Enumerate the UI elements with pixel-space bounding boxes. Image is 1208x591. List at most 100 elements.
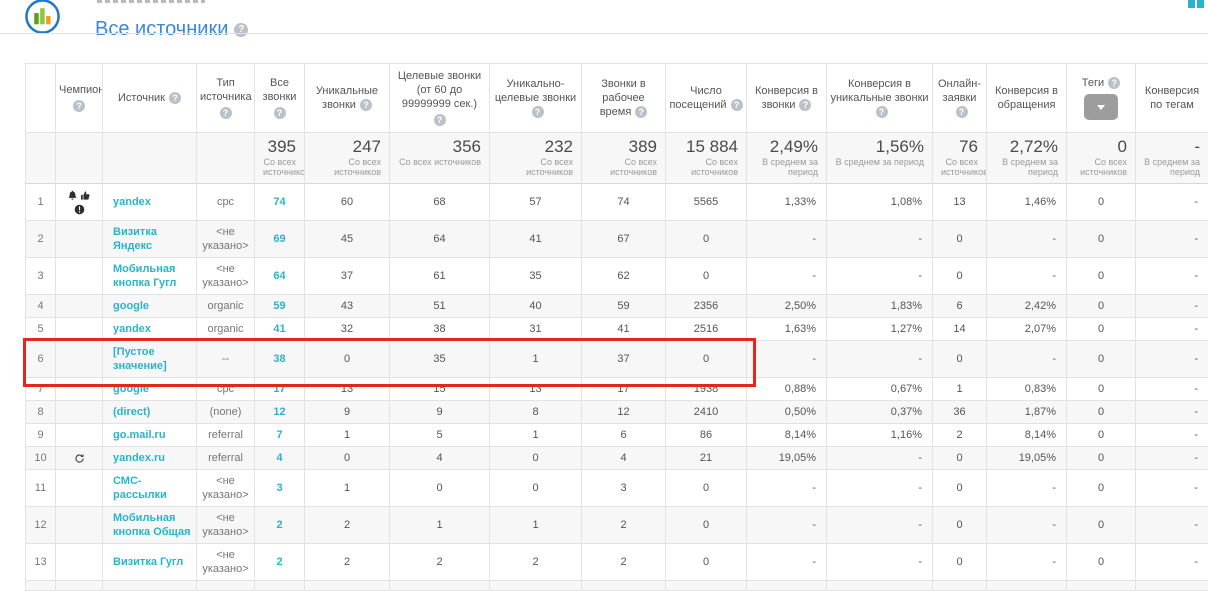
help-icon-target_calls[interactable]: ?: [434, 114, 446, 126]
source-link[interactable]: СМС-рассылки: [113, 475, 167, 501]
visits-cell: 0: [666, 507, 747, 544]
source-type: organic: [197, 295, 255, 318]
help-icon-all_calls[interactable]: ?: [274, 107, 286, 119]
visits-cell: 5565: [666, 184, 747, 221]
sources-table-wrap: Чемпионы?Источник?Тип источника?Все звон…: [0, 63, 1208, 591]
conv_leads-cell: -: [987, 507, 1067, 544]
source-link[interactable]: Визитка Гугл: [113, 556, 183, 568]
total-caption: Со всех источников: [313, 157, 381, 177]
source-link[interactable]: [Пустое значение]: [113, 346, 167, 372]
unique_calls-cell: 13: [305, 378, 390, 401]
online_leads-cell: 14: [933, 318, 987, 341]
all_calls-cell: 2: [255, 507, 305, 544]
conv_unique_calls-cell: 1,27%: [827, 318, 933, 341]
conv_calls-cell: -: [747, 221, 827, 258]
total-value: 232: [498, 137, 573, 157]
tags-filter-button[interactable]: [1084, 94, 1118, 120]
all_calls-cell: 74: [255, 184, 305, 221]
all-calls-value[interactable]: 64: [273, 270, 285, 282]
all-calls-value[interactable]: 17: [273, 383, 285, 395]
source-link[interactable]: Визитка Яндекс: [113, 226, 157, 252]
work_time_calls-cell: 4: [582, 447, 666, 470]
source-link[interactable]: google: [113, 383, 149, 395]
col-header-conv_tags: Конверсия по тегам: [1136, 64, 1208, 133]
source-link[interactable]: google: [113, 300, 149, 312]
help-icon-champions[interactable]: ?: [73, 100, 85, 112]
all-calls-value[interactable]: 3: [276, 482, 282, 494]
help-icon-unique_target_calls[interactable]: ?: [532, 106, 544, 118]
source-link[interactable]: Мобильная кнопка Общая: [113, 512, 191, 538]
champions-cell: [56, 341, 103, 378]
conv_calls-cell: 1,33%: [747, 184, 827, 221]
all-calls-value[interactable]: 2: [276, 556, 282, 568]
all-calls-value[interactable]: 2: [276, 519, 282, 531]
help-icon-tags[interactable]: ?: [1108, 77, 1120, 89]
row-number: 1: [26, 184, 56, 221]
all-calls-value[interactable]: 41: [273, 323, 285, 335]
source-type: organic: [197, 318, 255, 341]
source-link[interactable]: (direct): [113, 406, 150, 418]
corner-app-icon[interactable]: [1188, 0, 1204, 8]
total-value: 2,72%: [995, 137, 1058, 157]
help-icon-source[interactable]: ?: [169, 92, 181, 104]
unique_target_calls-cell: 1: [490, 424, 582, 447]
col-label-conv_leads: Конверсия в обращения: [995, 85, 1058, 111]
source-link[interactable]: yandex: [113, 323, 151, 335]
source-link[interactable]: yandex.ru: [113, 452, 165, 464]
all-calls-value[interactable]: 4: [276, 452, 282, 464]
partial-cell: [490, 581, 582, 591]
all-calls-value[interactable]: 38: [273, 353, 285, 365]
col-header-unique_calls: Уникальные звонки?: [305, 64, 390, 133]
source-type: <не указано>: [197, 470, 255, 507]
help-icon-visits[interactable]: ?: [731, 99, 743, 111]
target_calls-cell: 1: [390, 507, 490, 544]
all-calls-value[interactable]: 59: [273, 300, 285, 312]
help-icon-work_time_calls[interactable]: ?: [635, 106, 647, 118]
help-icon-conv_calls[interactable]: ?: [799, 99, 811, 111]
title-help-icon[interactable]: ?: [234, 23, 248, 37]
target_calls-cell: 0: [390, 470, 490, 507]
help-icon-type[interactable]: ?: [220, 107, 232, 119]
help-icon-online_leads[interactable]: ?: [956, 106, 968, 118]
total-caption: В среднем за период: [835, 157, 924, 167]
total-caption: Со всех источников: [590, 157, 657, 177]
total-value: 356: [398, 137, 481, 157]
partial-cell: [56, 581, 103, 591]
source-link[interactable]: Мобильная кнопка Гугл: [113, 263, 176, 289]
online_leads-cell: 6: [933, 295, 987, 318]
all-calls-value[interactable]: 7: [276, 429, 282, 441]
target_calls-cell: 9: [390, 401, 490, 424]
all-calls-value[interactable]: 69: [273, 233, 285, 245]
row-number: 10: [26, 447, 56, 470]
help-icon-conv_unique_calls[interactable]: ?: [876, 106, 888, 118]
partial-cell: [582, 581, 666, 591]
source-link[interactable]: go.mail.ru: [113, 429, 166, 441]
unique_calls-cell: 0: [305, 341, 390, 378]
partial-cell: [197, 581, 255, 591]
source-type: --: [197, 341, 255, 378]
unique_calls-cell: 45: [305, 221, 390, 258]
conv_unique_calls-cell: -: [827, 221, 933, 258]
target_calls-cell: 38: [390, 318, 490, 341]
total-conv_unique_calls: 1,56%В среднем за период: [827, 133, 933, 184]
target_calls-cell: 61: [390, 258, 490, 295]
all-calls-value[interactable]: 12: [273, 406, 285, 418]
conv_unique_calls-cell: 1,08%: [827, 184, 933, 221]
col-header-tags: Теги?: [1067, 64, 1136, 133]
help-icon-unique_calls[interactable]: ?: [360, 99, 372, 111]
source-link[interactable]: yandex: [113, 196, 151, 208]
tags-cell: 0: [1067, 184, 1136, 221]
all-calls-value[interactable]: 74: [273, 196, 285, 208]
conv_calls-cell: 8,14%: [747, 424, 827, 447]
unique_target_calls-cell: 40: [490, 295, 582, 318]
col-header-conv_unique_calls: Конверсия в уникальные звонки?: [827, 64, 933, 133]
partial-cell: [255, 581, 305, 591]
total-caption: Со всех источников: [1075, 157, 1127, 177]
source-cell: Визитка Гугл: [103, 544, 197, 581]
